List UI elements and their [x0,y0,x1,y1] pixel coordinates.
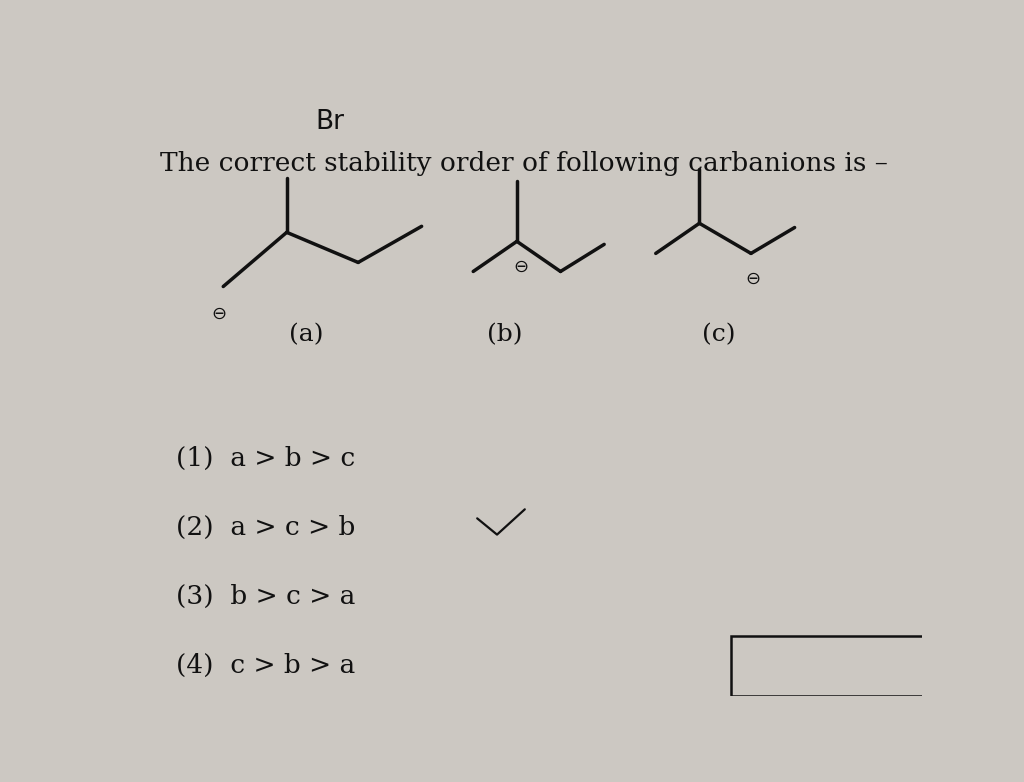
Text: ⊖: ⊖ [745,270,761,288]
Text: ⊖: ⊖ [212,305,227,323]
Text: Br: Br [315,109,345,135]
Text: (1)  a > b > c: (1) a > b > c [176,446,355,471]
Text: (c): (c) [702,323,736,346]
Text: (2)  a > c > b: (2) a > c > b [176,515,355,540]
Text: (a): (a) [290,323,324,346]
Text: (b): (b) [487,323,522,346]
Text: The correct stability order of following carbanions is –: The correct stability order of following… [160,151,888,176]
Text: ⊖: ⊖ [513,258,528,276]
Text: (4)  c > b > a: (4) c > b > a [176,654,355,678]
Text: (3)  b > c > a: (3) b > c > a [176,584,355,609]
